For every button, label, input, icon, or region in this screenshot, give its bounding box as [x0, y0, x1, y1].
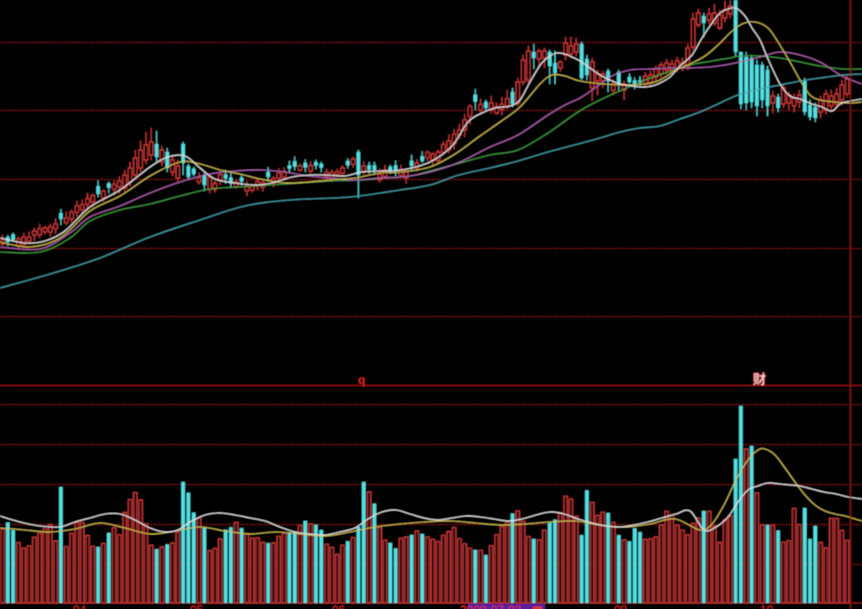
- svg-text:05: 05: [190, 603, 204, 609]
- svg-text:q: q: [358, 373, 365, 387]
- svg-text:10: 10: [760, 603, 774, 609]
- svg-text:04: 04: [73, 603, 87, 609]
- svg-text:2009-07-03: 2009-07-03: [460, 603, 522, 609]
- svg-text:财: 财: [754, 372, 767, 387]
- svg-text:财: 财: [752, 372, 765, 387]
- svg-text:财: 财: [753, 372, 766, 387]
- svg-text:财: 财: [753, 371, 766, 386]
- svg-text:09: 09: [614, 603, 628, 609]
- svg-text:06: 06: [332, 603, 346, 609]
- svg-text:财: 财: [753, 373, 766, 388]
